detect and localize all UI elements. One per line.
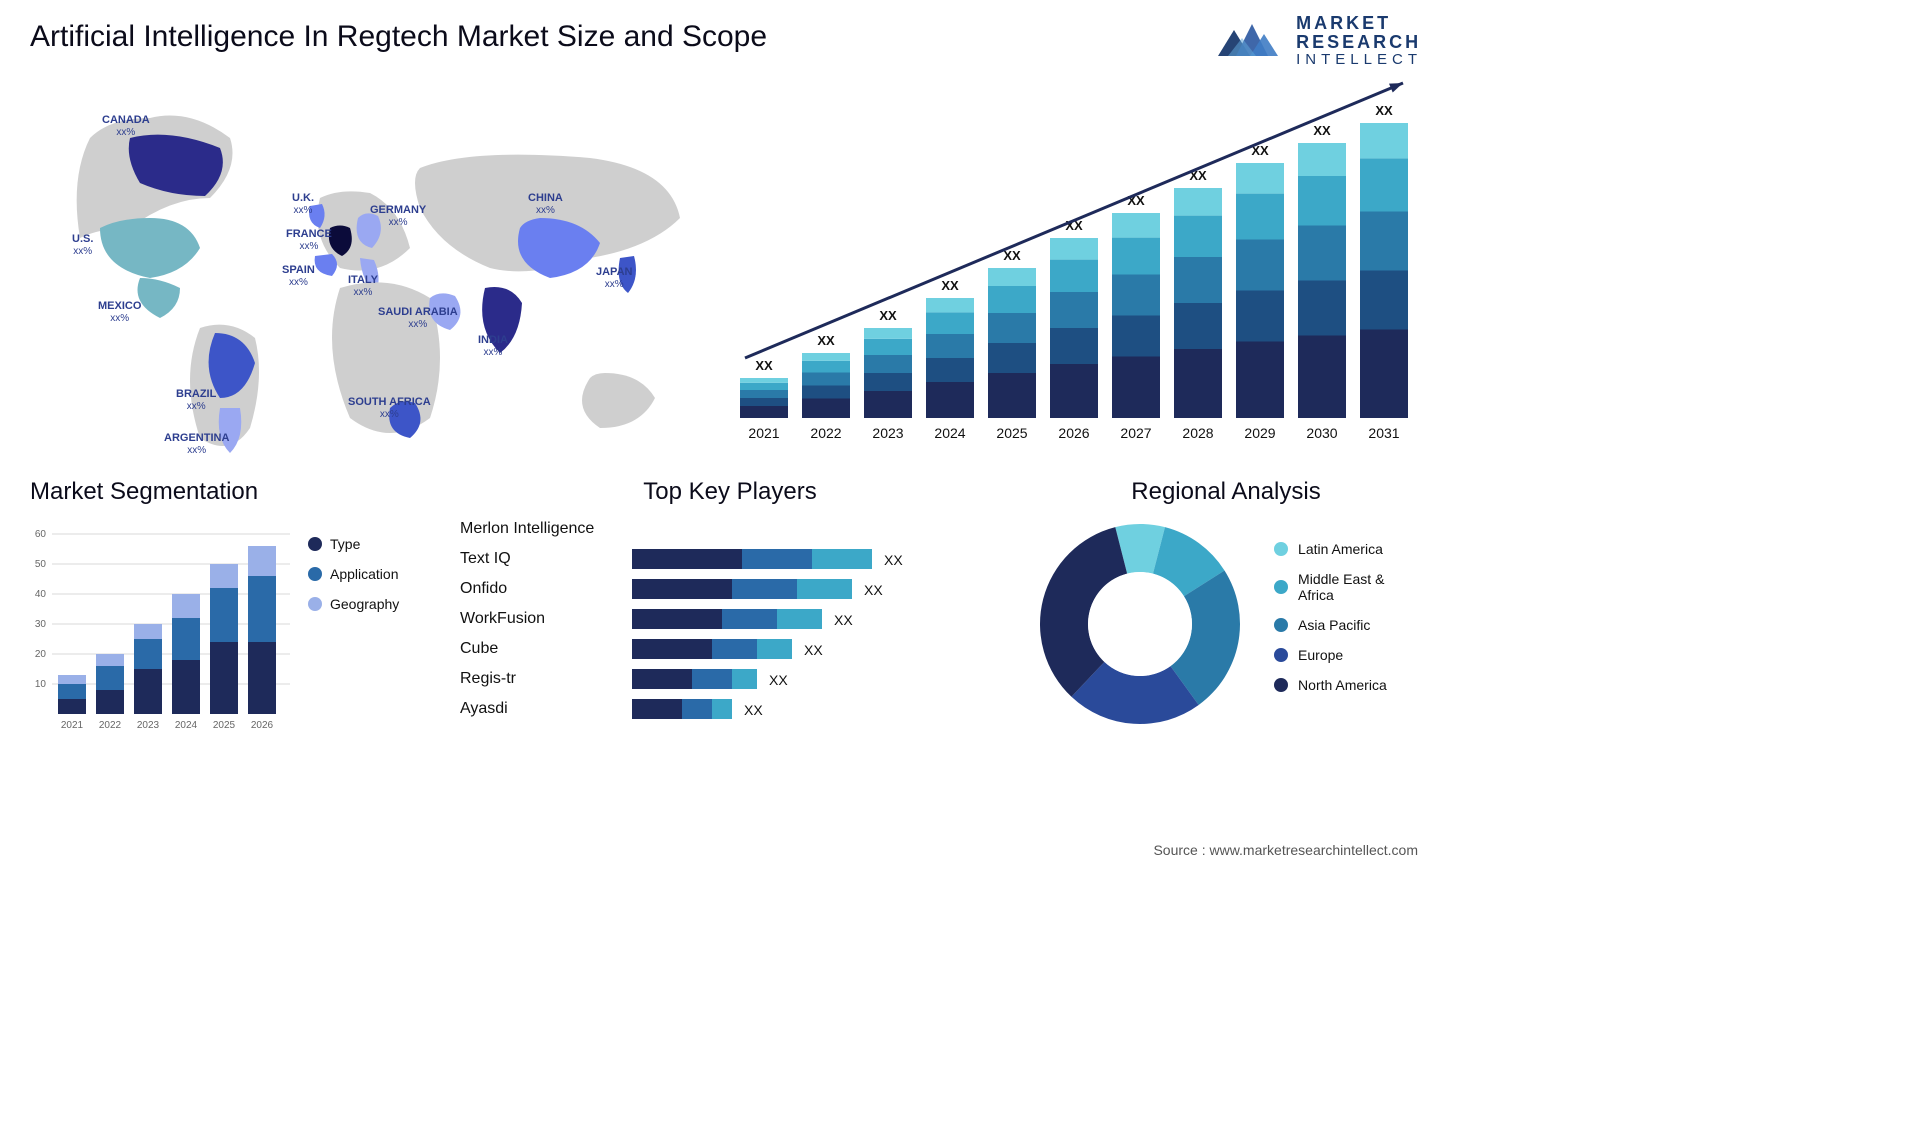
player-label: Regis-tr: [460, 664, 620, 694]
svg-text:40: 40: [35, 589, 47, 600]
svg-text:2022: 2022: [810, 425, 841, 441]
svg-text:2024: 2024: [934, 425, 965, 441]
svg-text:30: 30: [35, 619, 47, 630]
svg-text:2027: 2027: [1120, 425, 1151, 441]
svg-text:XX: XX: [941, 278, 959, 293]
svg-text:XX: XX: [864, 582, 883, 598]
svg-text:2031: 2031: [1368, 425, 1399, 441]
segmentation-panel: Market Segmentation 10 20 30 40 50 60 2021 2022…: [30, 478, 430, 734]
logo-line1: MARKET: [1296, 14, 1422, 33]
svg-text:2021: 2021: [61, 720, 84, 731]
regional-legend: Latin America Middle East & Africa Asia Pa…: [1274, 541, 1422, 707]
svg-text:50: 50: [35, 559, 47, 570]
brand-logo: MARKET RESEARCH INTELLECT: [1216, 14, 1422, 68]
segmentation-stacked-bar-chart: 10 20 30 40 50 60 2021 2022 2023 2024 2025 2026: [30, 514, 290, 734]
svg-text:10: 10: [35, 679, 47, 690]
svg-text:XX: XX: [1313, 123, 1331, 138]
player-label: WorkFusion: [460, 604, 620, 634]
map-label-argentina: ARGENTINAxx%: [164, 432, 229, 456]
regional-donut-chart: [1030, 514, 1248, 734]
map-label-brazil: BRAZILxx%: [176, 388, 216, 412]
svg-text:2026: 2026: [251, 720, 274, 731]
player-label: Ayasdi: [460, 694, 620, 724]
svg-text:2030: 2030: [1306, 425, 1337, 441]
players-title: Top Key Players: [460, 478, 1000, 506]
regional-panel: Regional Analysis Latin America Middle Ea…: [1030, 478, 1422, 734]
svg-text:2023: 2023: [872, 425, 903, 441]
key-players-panel: Top Key Players Merlon IntelligenceText …: [460, 478, 1000, 734]
svg-text:XX: XX: [744, 702, 763, 718]
regional-legend-item: Asia Pacific: [1274, 617, 1422, 633]
svg-text:2024: 2024: [175, 720, 198, 731]
regional-legend-item: North America: [1274, 677, 1422, 693]
player-label: Onfido: [460, 574, 620, 604]
players-hbar-chart: XXXXXXXXXXXX: [632, 514, 972, 734]
map-label-saudi-arabia: SAUDI ARABIAxx%: [378, 306, 458, 330]
svg-text:XX: XX: [1375, 103, 1393, 118]
svg-text:XX: XX: [769, 672, 788, 688]
regional-title: Regional Analysis: [1030, 478, 1422, 506]
page-title: Artificial Intelligence In Regtech Marke…: [30, 20, 767, 54]
svg-text:XX: XX: [884, 552, 903, 568]
segmentation-title: Market Segmentation: [30, 478, 430, 506]
source-attribution: Source : www.marketresearchintellect.com: [1153, 842, 1418, 858]
logo-line3: INTELLECT: [1296, 52, 1422, 68]
svg-text:XX: XX: [879, 308, 897, 323]
map-label-china: CHINAxx%: [528, 192, 563, 216]
regional-legend-item: Europe: [1274, 647, 1422, 663]
map-label-japan: JAPANxx%: [596, 266, 632, 290]
svg-text:60: 60: [35, 529, 47, 540]
players-labels: Merlon IntelligenceText IQOnfidoWorkFusi…: [460, 514, 620, 734]
map-label-u-s-: U.S.xx%: [72, 233, 93, 257]
map-label-italy: ITALYxx%: [348, 274, 378, 298]
svg-text:2025: 2025: [213, 720, 236, 731]
player-label: Text IQ: [460, 544, 620, 574]
forecast-chart-panel: XX2021XX2022XX2023XX2024XX2025XX2026XX20…: [730, 78, 1422, 458]
map-label-germany: GERMANYxx%: [370, 204, 426, 228]
logo-icon: [1216, 18, 1286, 64]
svg-text:2022: 2022: [99, 720, 122, 731]
regional-legend-item: Latin America: [1274, 541, 1422, 557]
map-label-canada: CANADAxx%: [102, 114, 150, 138]
forecast-stacked-bar-chart: XX2021XX2022XX2023XX2024XX2025XX2026XX20…: [730, 78, 1420, 448]
segmentation-legend: Type Application Geography: [308, 536, 399, 626]
svg-text:2023: 2023: [137, 720, 160, 731]
svg-text:2021: 2021: [748, 425, 779, 441]
seg-legend-item: Application: [308, 566, 399, 582]
svg-text:XX: XX: [834, 612, 853, 628]
svg-text:XX: XX: [817, 333, 835, 348]
map-label-india: INDIAxx%: [478, 334, 508, 358]
svg-text:2028: 2028: [1182, 425, 1213, 441]
player-label: Merlon Intelligence: [460, 514, 620, 544]
player-label: Cube: [460, 634, 620, 664]
seg-legend-item: Type: [308, 536, 399, 552]
regional-legend-item: Middle East & Africa: [1274, 571, 1422, 603]
world-map-panel: CANADAxx% U.S.xx% MEXICOxx% BRAZILxx% ARGENT…: [30, 78, 690, 458]
map-label-u-k-: U.K.xx%: [292, 192, 314, 216]
logo-line2: RESEARCH: [1296, 33, 1422, 52]
map-label-france: FRANCExx%: [286, 228, 332, 252]
svg-text:XX: XX: [804, 642, 823, 658]
svg-text:2026: 2026: [1058, 425, 1089, 441]
svg-text:20: 20: [35, 649, 47, 660]
map-label-mexico: MEXICOxx%: [98, 300, 141, 324]
seg-legend-item: Geography: [308, 596, 399, 612]
map-label-spain: SPAINxx%: [282, 264, 315, 288]
svg-text:XX: XX: [755, 358, 773, 373]
svg-text:2029: 2029: [1244, 425, 1275, 441]
map-label-south-africa: SOUTH AFRICAxx%: [348, 396, 431, 420]
svg-text:2025: 2025: [996, 425, 1027, 441]
